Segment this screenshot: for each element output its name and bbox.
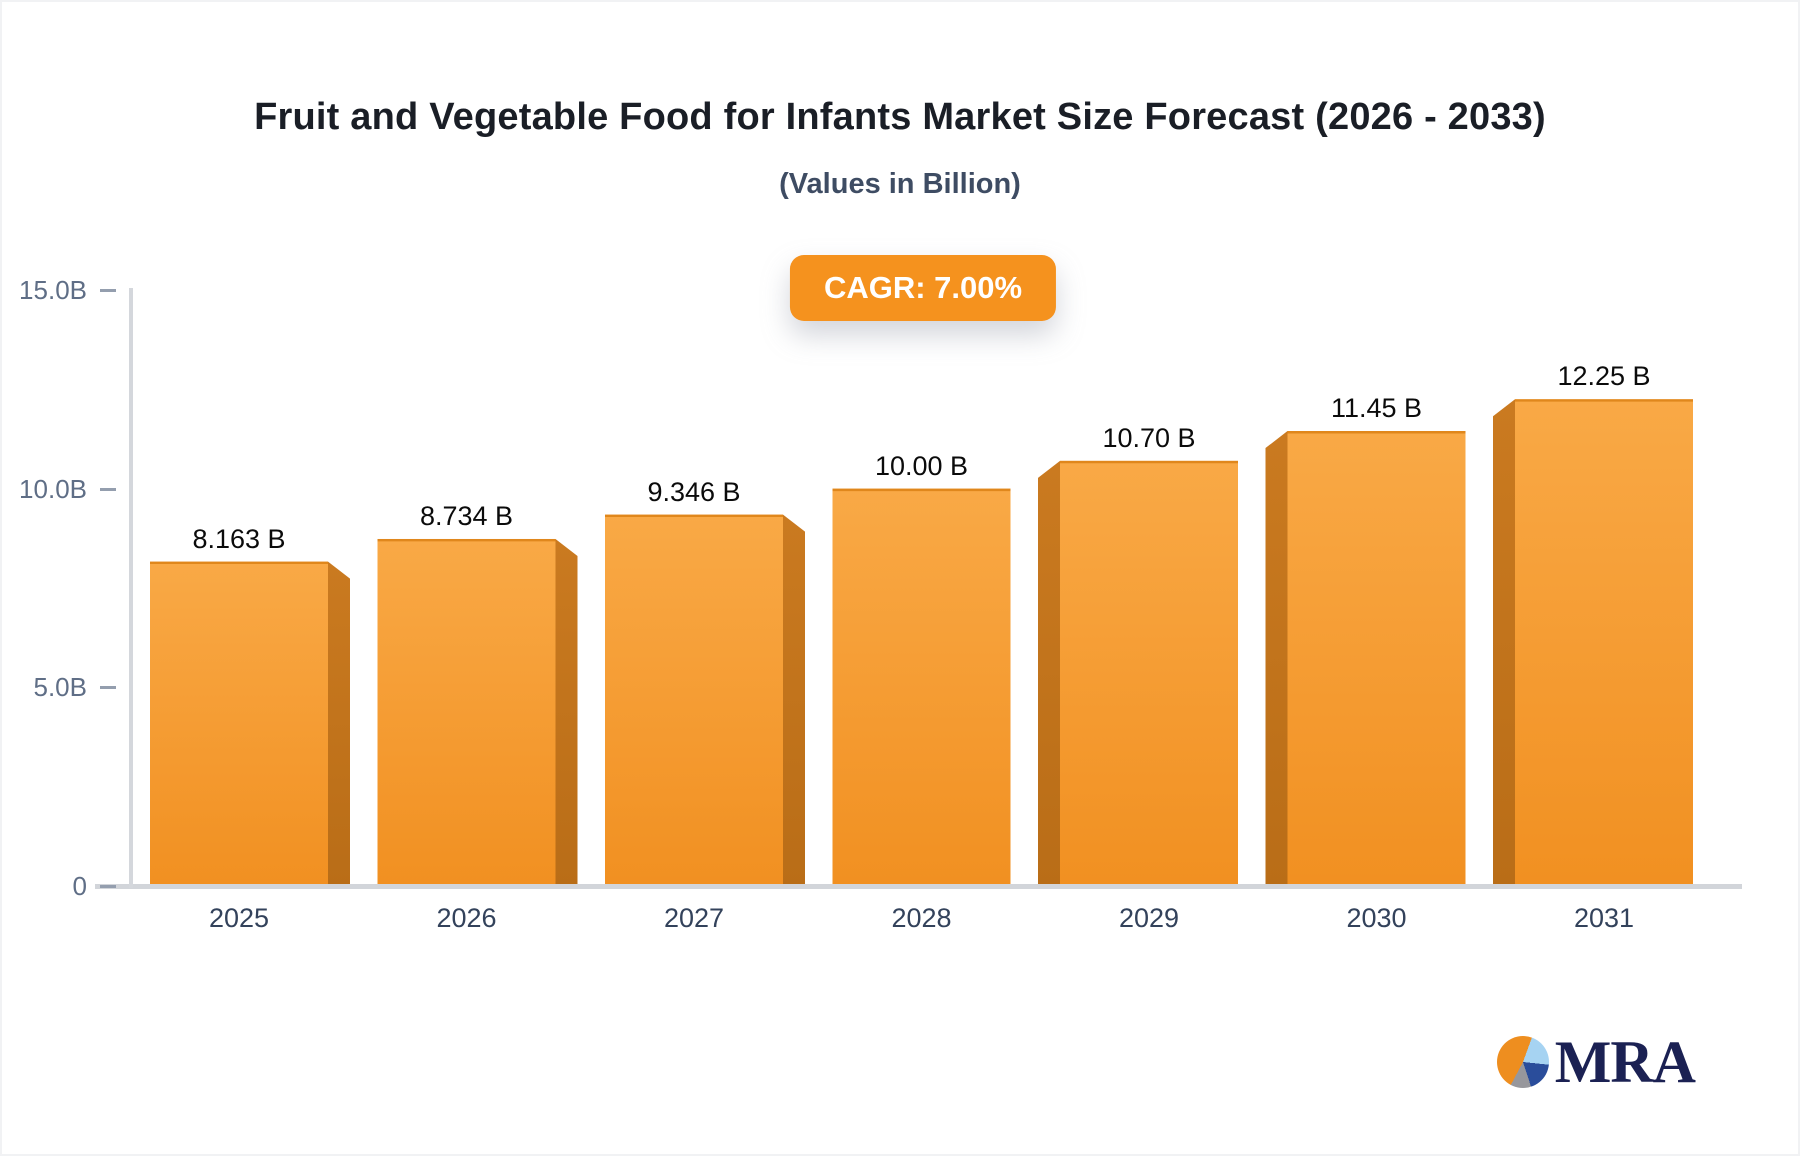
bar-front-face bbox=[605, 514, 783, 886]
x-axis-label: 2025 bbox=[208, 903, 270, 933]
y-axis-tick-label: 15.0B bbox=[19, 275, 87, 305]
brand-logo-text: MRA bbox=[1554, 1029, 1696, 1095]
y-axis-tick-label: 0 bbox=[72, 871, 87, 901]
y-axis-line bbox=[129, 288, 133, 888]
bar-2026 bbox=[377, 538, 578, 886]
bar-side-face bbox=[1493, 399, 1515, 886]
bar-2029 bbox=[1038, 460, 1238, 886]
bar-side-face bbox=[328, 561, 350, 886]
bar-side-face bbox=[555, 538, 578, 886]
page-title: Fruit and Vegetable Food for Infants Mar… bbox=[254, 96, 1546, 138]
bar-front-face bbox=[150, 561, 328, 886]
bar-value-label: 9.346 B bbox=[647, 476, 741, 507]
x-axis-label: 2026 bbox=[436, 903, 497, 933]
y-axis-tick bbox=[100, 487, 116, 491]
bar-2030 bbox=[1265, 431, 1466, 886]
bar-value-label: 8.734 B bbox=[419, 500, 514, 531]
bar-value-label: 10.00 B bbox=[874, 450, 969, 481]
bar-value-label: 8.163 B bbox=[192, 523, 286, 554]
bar-front-face bbox=[1515, 399, 1693, 886]
x-axis-label: 2030 bbox=[1346, 903, 1407, 933]
x-axis-label: 2028 bbox=[891, 903, 952, 933]
y-axis-tick bbox=[100, 289, 116, 292]
bar-2028 bbox=[832, 488, 1011, 886]
bar-side-face bbox=[1265, 431, 1288, 886]
bar-value-label: 10.70 B bbox=[1102, 422, 1196, 453]
bar-side-face bbox=[1038, 460, 1060, 886]
y-axis-tick bbox=[100, 885, 116, 888]
bar-2027 bbox=[605, 514, 805, 886]
bar-front-face bbox=[1060, 460, 1238, 886]
x-axis-label: 2027 bbox=[663, 903, 725, 933]
y-axis-tick bbox=[100, 686, 116, 690]
bar-front-face bbox=[832, 488, 1011, 886]
bar-side-face bbox=[783, 514, 805, 886]
pie-chart-icon bbox=[1496, 1036, 1549, 1088]
bar-2031 bbox=[1493, 399, 1693, 886]
cagr-badge: CAGR: 7.00% bbox=[789, 255, 1057, 321]
page-subtitle: (Values in Billion) bbox=[779, 168, 1021, 200]
bar-front-face bbox=[377, 538, 556, 886]
brand-logo: MRA bbox=[1496, 1029, 1696, 1095]
x-axis-label: 2031 bbox=[1573, 903, 1635, 933]
bar-value-label: 11.45 B bbox=[1330, 393, 1423, 424]
bar-front-face bbox=[1287, 431, 1466, 886]
x-axis-baseline bbox=[95, 884, 1742, 889]
bar-value-label: 12.25 B bbox=[1557, 361, 1651, 392]
x-axis-label: 2029 bbox=[1118, 903, 1180, 933]
bar-2025 bbox=[150, 561, 350, 886]
y-axis-tick-label: 5.0B bbox=[33, 672, 88, 703]
y-axis-tick-label: 10.0B bbox=[19, 473, 87, 504]
